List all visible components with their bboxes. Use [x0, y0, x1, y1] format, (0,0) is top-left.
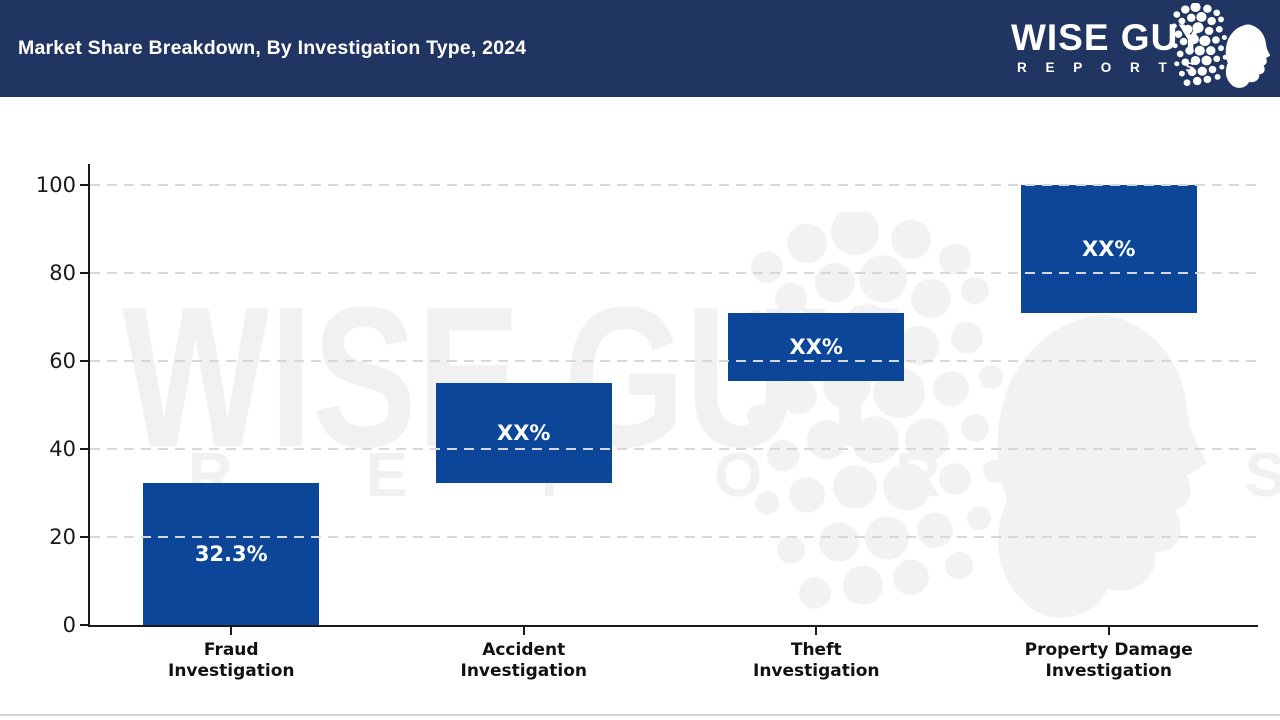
wiseguy-logo: WISE GUY R E P O R T S [1002, 0, 1272, 97]
y-tick-mark [80, 272, 88, 274]
logo-sub-text: R E P O R T S [1016, 60, 1202, 75]
category-label: Fraud Investigation [85, 640, 377, 682]
logo-name-text: WISE GUY [1010, 17, 1204, 58]
category-label-line: Fraud [203, 640, 259, 660]
y-tick-label: 20 [49, 525, 76, 549]
category-label: Property Damage Investigation [963, 640, 1255, 682]
category-label-line: Investigation [460, 661, 588, 681]
category-label-line: Accident [482, 640, 566, 660]
gridline [90, 272, 1258, 274]
category-label: Theft Investigation [670, 640, 962, 682]
y-tick-label: 0 [62, 613, 76, 637]
category-label-line: Investigation [1045, 661, 1173, 681]
bar-value-label: XX% [789, 334, 843, 359]
category-label: Accident Investigation [378, 640, 670, 682]
bar: 32.3% [143, 482, 320, 625]
bar: XX% [435, 383, 612, 483]
category-label-line: Investigation [168, 661, 295, 681]
y-tick-mark [80, 360, 88, 362]
bottom-rule [0, 714, 1280, 716]
category-label-line: Investigation [753, 661, 880, 681]
y-tick-label: 60 [49, 349, 76, 373]
category-label-line: Property Damage [1024, 640, 1193, 660]
y-tick-mark [80, 624, 88, 626]
x-tick-mark [230, 627, 233, 635]
y-tick-mark [80, 184, 88, 186]
y-tick-label: 40 [49, 437, 76, 461]
bar-value-label: XX% [497, 420, 551, 445]
bar: XX% [1020, 185, 1197, 313]
y-tick-mark [80, 536, 88, 538]
bar-value-label: 32.3% [194, 541, 268, 566]
x-tick-mark [815, 627, 818, 635]
y-axis-line [88, 164, 90, 627]
page-title: Market Share Breakdown, By Investigation… [18, 37, 527, 59]
gridline [90, 536, 1258, 538]
header-bar: Market Share Breakdown, By Investigation… [0, 0, 1280, 97]
x-tick-mark [1107, 627, 1110, 635]
gridline [90, 360, 1258, 362]
x-axis-line [88, 625, 1258, 627]
bar: XX% [728, 312, 905, 381]
logo-head-dots-icon [1171, 3, 1271, 88]
gridline [90, 448, 1258, 450]
bar-value-label: XX% [1082, 236, 1136, 261]
y-tick-mark [80, 448, 88, 450]
category-label-line: Theft [790, 640, 842, 660]
y-tick-label: 100 [35, 173, 76, 197]
watermark-head-dots-icon [743, 212, 1207, 618]
y-tick-label: 80 [49, 261, 76, 285]
gridline [90, 184, 1258, 186]
x-tick-mark [522, 627, 525, 635]
